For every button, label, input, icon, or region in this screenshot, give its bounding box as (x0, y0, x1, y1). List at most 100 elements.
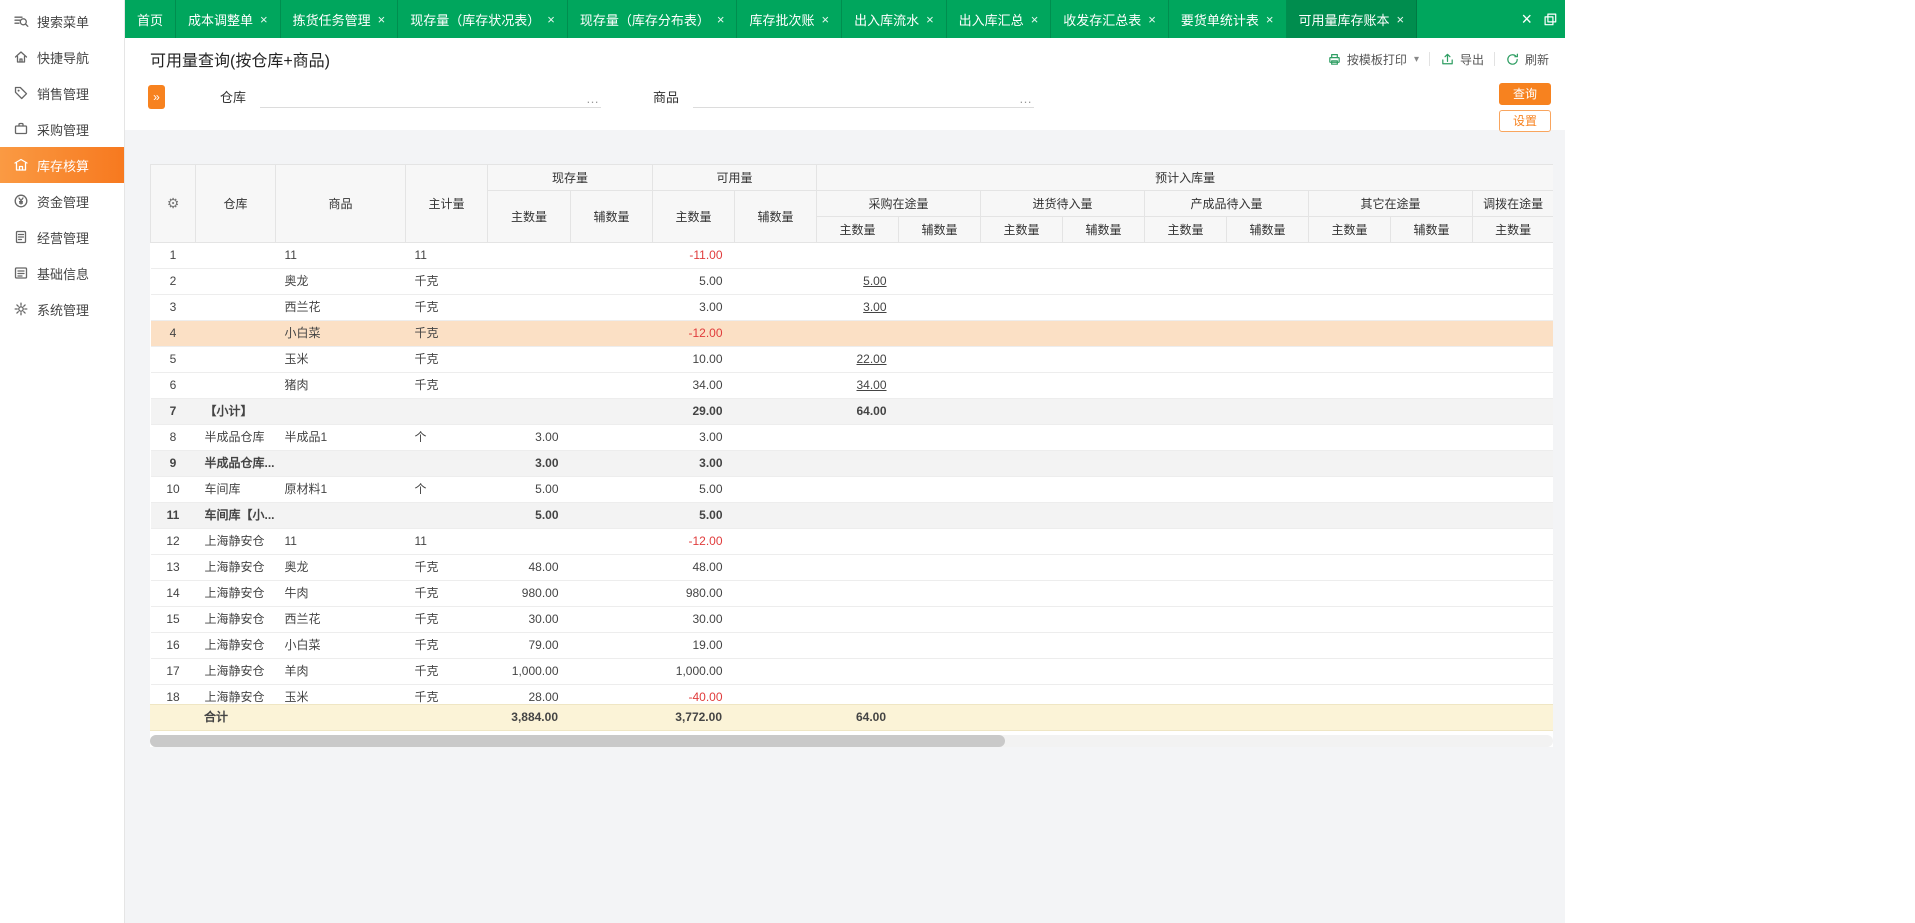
sidebar-item-home[interactable]: 快捷导航 (0, 39, 124, 75)
table-row[interactable]: 10 车间库 原材料1 个 5.00 5.00 (150, 476, 1553, 503)
tab-close-icon[interactable]: × (821, 11, 830, 27)
refresh-button[interactable]: 刷新 (1505, 51, 1549, 68)
row-number: 1 (150, 242, 196, 269)
tab-close-icon[interactable]: × (1030, 11, 1039, 27)
tab-close-icon[interactable]: × (547, 11, 555, 27)
settings-button[interactable]: 设置 (1498, 110, 1551, 132)
tab-item[interactable]: 可用量库存账本 × (1286, 0, 1418, 38)
group-header-transfer-transit: 调拨在途量 (1472, 190, 1553, 217)
tab-close-icon[interactable]: × (377, 11, 386, 27)
finished-main-cell (1144, 502, 1227, 529)
purchase-qty-link[interactable]: 34.00 (856, 378, 887, 392)
close-icon[interactable]: × (1521, 9, 1532, 29)
finished-aux-cell (1226, 528, 1309, 555)
tab-close-icon[interactable]: × (1396, 11, 1405, 27)
column-settings-header: ⚙ (150, 164, 196, 243)
warehouse-cell: 上海静安仓 (195, 528, 276, 555)
column-settings-icon[interactable]: ⚙ (166, 195, 180, 211)
product-picker-button[interactable]: … (1019, 91, 1033, 106)
tab-close-icon[interactable]: × (1148, 11, 1156, 27)
expand-filter-button[interactable]: » (148, 85, 165, 109)
table-row[interactable]: 13 上海静安仓 奥龙 千克 48.00 48.00 (150, 554, 1553, 581)
incoming-main-cell (980, 502, 1063, 529)
sidebar-item-baseinfo[interactable]: 基础信息 (0, 255, 124, 291)
purchase-main-cell: 3.00 (816, 294, 899, 321)
table-row[interactable]: 14 上海静安仓 牛肉 千克 980.00 980.00 (150, 580, 1553, 607)
warehouse-picker-button[interactable]: … (586, 91, 600, 106)
tab-item[interactable]: 要货单统计表 × (1169, 0, 1287, 38)
row-number: 16 (150, 632, 196, 659)
sidebar-item-business[interactable]: 经营管理 (0, 219, 124, 255)
col-header-unit: 主计量 (405, 164, 488, 243)
tab-label: 首页 (137, 12, 164, 28)
table-row[interactable]: 6 猪肉 千克 34.00 34.00 (150, 372, 1553, 399)
tab-home[interactable]: 首页 (125, 0, 177, 38)
sidebar-item-system[interactable]: 系统管理 (0, 291, 124, 327)
finished-main-cell (1144, 398, 1227, 425)
tab-close-icon[interactable]: × (716, 11, 725, 27)
tab-item[interactable]: 成本调整单 × (176, 0, 281, 38)
fullscreen-icon[interactable] (1544, 13, 1557, 26)
table-row[interactable]: 5 玉米 千克 10.00 22.00 (150, 346, 1553, 373)
transfer-main-cell (1472, 528, 1553, 555)
table-row[interactable]: 12 上海静安仓 11 11 -12.00 (150, 528, 1553, 555)
print-by-template-button[interactable]: 按模板打印 ▾ (1327, 51, 1419, 68)
tab-close-icon[interactable]: × (1265, 11, 1274, 27)
current-aux-cell (570, 346, 653, 373)
table-row[interactable]: 7 【小计】 29.00 64.00 (150, 398, 1553, 425)
other-main-cell (1308, 580, 1391, 607)
sidebar-item-label: 基础信息 (37, 266, 90, 282)
table-row[interactable]: 16 上海静安仓 小白菜 千克 79.00 19.00 (150, 632, 1553, 659)
other-main-cell (1308, 294, 1391, 321)
table-row[interactable]: 9 半成品仓库... 3.00 3.00 (150, 450, 1553, 477)
scrollbar-thumb[interactable] (150, 735, 1005, 747)
tab-item[interactable]: 现存量（库存分布表） × (568, 0, 738, 38)
table-row[interactable]: 11 车间库【小... 5.00 5.00 (150, 502, 1553, 529)
sidebar-item-inventory[interactable]: 库存核算 (0, 147, 124, 183)
tab-item[interactable]: 现存量（库存状况表） × (398, 0, 568, 38)
table-row[interactable]: 17 上海静安仓 羊肉 千克 1,000.00 1,000.00 (150, 658, 1553, 685)
sidebar-item-funds[interactable]: 资金管理 (0, 183, 124, 219)
col-header-aux-qty: 辅数量 (569, 190, 654, 243)
sidebar-item-sales[interactable]: 销售管理 (0, 75, 124, 111)
tab-label: 现存量（库存分布表） (579, 12, 710, 28)
tab-item[interactable]: 收发存汇总表 × (1051, 0, 1169, 38)
row-number: 18 (150, 684, 196, 704)
export-button[interactable]: 导出 (1440, 51, 1484, 68)
table-row[interactable]: 3 西兰花 千克 3.00 3.00 (150, 294, 1553, 321)
tab-item[interactable]: 出入库汇总 × (947, 0, 1052, 38)
query-button[interactable]: 查询 (1498, 83, 1551, 105)
incoming-main-cell (980, 372, 1063, 399)
current-aux-cell (570, 580, 653, 607)
table-row[interactable]: 4 小白菜 千克 -12.00 (150, 320, 1553, 347)
main-area: 首页 成本调整单 × 拣货任务管理 × 现存量（库存状况表） × 现存量（库存分布表） × 库存批… (125, 0, 1565, 923)
page-header: 可用量查询(按仓库+商品) 按模板打印 ▾ 导出 (125, 38, 1565, 132)
available-aux-cell (734, 346, 817, 373)
table-row[interactable]: 2 奥龙 千克 5.00 5.00 (150, 268, 1553, 295)
tab-close-icon[interactable]: × (926, 11, 934, 27)
search-icon (14, 16, 29, 27)
incoming-main-cell (980, 424, 1063, 451)
unit-cell (405, 398, 488, 425)
finished-main-cell (1144, 632, 1227, 659)
purchase-qty-link[interactable]: 5.00 (863, 274, 887, 288)
warehouse-input[interactable]: … (260, 84, 602, 108)
table-row[interactable]: 18 上海静安仓 玉米 千克 28.00 -40.00 (150, 684, 1553, 704)
sidebar-item-search[interactable]: 搜索菜单 (0, 3, 124, 39)
current-main-cell (487, 242, 571, 269)
purchase-qty-link[interactable]: 22.00 (856, 352, 887, 366)
table-row[interactable]: 15 上海静安仓 西兰花 千克 30.00 30.00 (150, 606, 1553, 633)
purchase-qty-link[interactable]: 3.00 (863, 300, 887, 314)
sidebar-item-purchase[interactable]: 采购管理 (0, 111, 124, 147)
transfer-main-cell (1472, 424, 1553, 451)
warehouse-cell: 半成品仓库... (195, 450, 276, 477)
product-input[interactable]: … (693, 84, 1035, 108)
table-row[interactable]: 8 半成品仓库 半成品1 个 3.00 3.00 (150, 424, 1553, 451)
tab-item[interactable]: 库存批次账 × (737, 0, 843, 38)
other-aux-cell (1390, 242, 1473, 269)
horizontal-scrollbar[interactable] (150, 735, 1553, 747)
tab-item[interactable]: 出入库流水 × (842, 0, 947, 38)
tab-item[interactable]: 拣货任务管理 × (281, 0, 399, 38)
table-row[interactable]: 1 11 11 -11.00 (150, 242, 1553, 269)
tab-close-icon[interactable]: × (260, 11, 268, 27)
